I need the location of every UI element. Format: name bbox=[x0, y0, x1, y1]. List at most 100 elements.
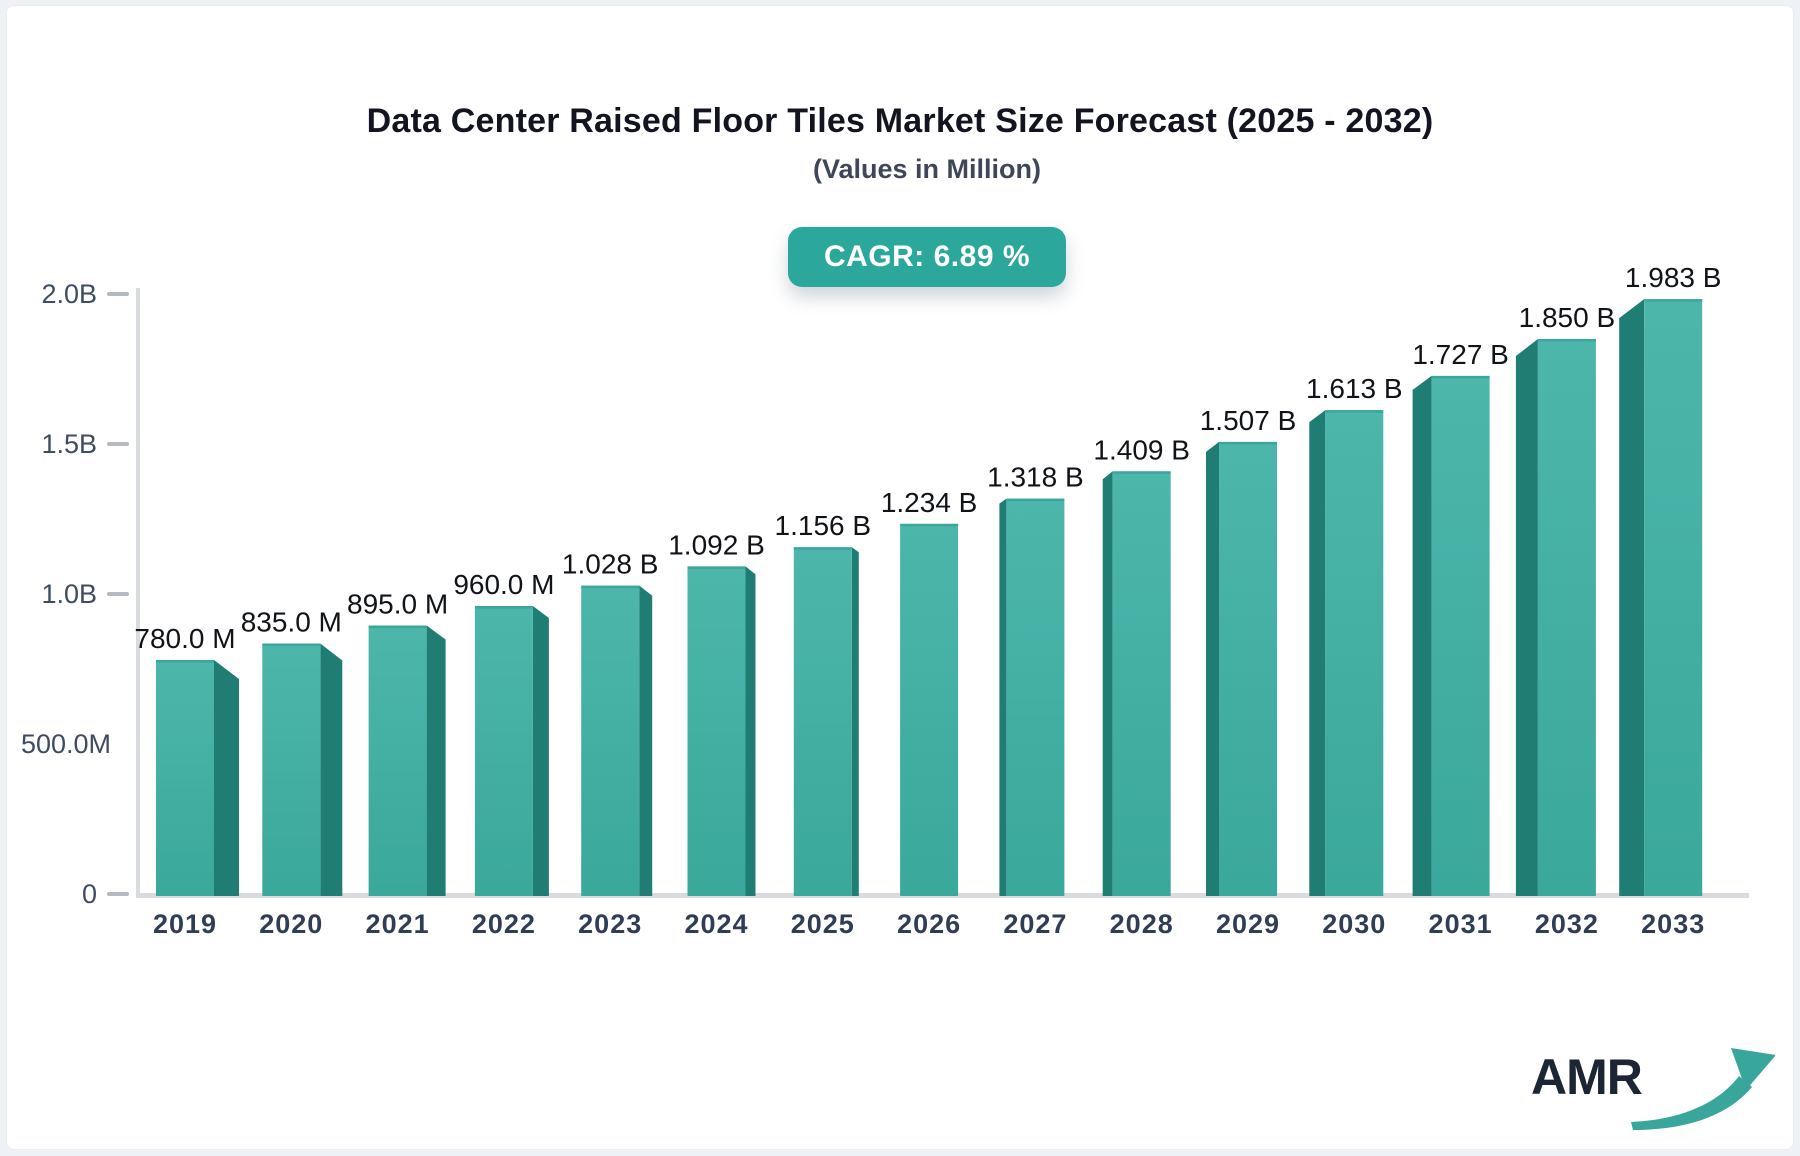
bar-chart: 0 500.0M 1.0B 1.5B 2.0B 780.0 M 2019 835.0 M 202… bbox=[7, 6, 1793, 1149]
bar-side-face bbox=[745, 566, 756, 896]
x-axis-label: 2029 bbox=[1216, 909, 1280, 939]
bar-2020[interactable] bbox=[262, 643, 343, 897]
bar-top-edge bbox=[156, 660, 214, 663]
chart-canvas: 0 500.0M 1.0B 1.5B 2.0B 780.0 M 2019 835.0 M 202… bbox=[21, 262, 1749, 939]
bar-2025[interactable] bbox=[793, 547, 859, 896]
bar-value-label: 1.234 B bbox=[881, 487, 978, 518]
bar-side-face bbox=[1515, 339, 1538, 896]
x-axis-label: 2026 bbox=[897, 909, 961, 939]
chart-card: Data Center Raised Floor Tiles Market Si… bbox=[6, 5, 1794, 1150]
bar-top-edge bbox=[793, 547, 852, 550]
x-axis-label: 2028 bbox=[1110, 909, 1174, 939]
bar-side-face bbox=[1102, 471, 1113, 896]
bar-front-face bbox=[262, 643, 321, 896]
bar-front-face bbox=[474, 606, 533, 896]
bar-2028[interactable] bbox=[1102, 471, 1171, 896]
x-axis-label: 2033 bbox=[1641, 909, 1705, 939]
bar-front-face bbox=[1537, 339, 1596, 896]
bar-value-label: 1.028 B bbox=[562, 549, 659, 580]
bar-front-face bbox=[793, 547, 852, 896]
cagr-badge: CAGR: 6.89 % bbox=[787, 227, 1067, 287]
x-axis-label: 2024 bbox=[684, 909, 748, 939]
bar-front-face bbox=[1006, 498, 1065, 896]
bar-front-face bbox=[156, 660, 214, 896]
bar-top-edge bbox=[581, 585, 640, 589]
bar-side-face bbox=[851, 547, 859, 896]
bar-value-label: 1.983 B bbox=[1625, 262, 1722, 293]
bar-front-face bbox=[900, 523, 959, 896]
y-axis-label: 2.0B bbox=[41, 279, 97, 309]
bar-side-face bbox=[1206, 441, 1219, 896]
bar-top-edge bbox=[1112, 471, 1171, 474]
bar-2023[interactable] bbox=[581, 585, 653, 896]
bar-front-face bbox=[581, 585, 640, 896]
bar-top-edge bbox=[1431, 375, 1490, 379]
bar-2027[interactable] bbox=[999, 498, 1065, 896]
bar-front-face bbox=[1112, 471, 1171, 896]
bar-top-edge bbox=[368, 625, 427, 628]
bar-2019[interactable] bbox=[156, 660, 239, 896]
bar-side-face bbox=[999, 498, 1007, 896]
x-axis-label: 2023 bbox=[578, 909, 642, 939]
y-tick-dash bbox=[107, 892, 129, 896]
bar-2031[interactable] bbox=[1412, 375, 1490, 896]
bar-value-label: 1.318 B bbox=[987, 462, 1084, 493]
bar-top-edge bbox=[262, 643, 321, 646]
bar-top-edge bbox=[474, 606, 533, 609]
y-axis-label: 500.0M bbox=[21, 729, 111, 759]
amr-logo: AMR bbox=[1531, 1040, 1775, 1140]
x-axis-label: 2032 bbox=[1535, 909, 1599, 939]
x-axis-label: 2021 bbox=[366, 909, 430, 939]
bar-value-label: 1.092 B bbox=[668, 529, 765, 560]
bar-side-face bbox=[426, 625, 446, 896]
chart-subtitle: (Values in Million) bbox=[812, 154, 1042, 184]
bar-2032[interactable] bbox=[1515, 339, 1596, 896]
y-tick-dash bbox=[107, 442, 129, 446]
bar-2030[interactable] bbox=[1309, 410, 1384, 896]
bar-value-label: 1.727 B bbox=[1412, 339, 1509, 370]
bar-front-face bbox=[368, 625, 427, 896]
bar-2021[interactable] bbox=[368, 625, 446, 897]
bar-top-edge bbox=[1219, 441, 1277, 445]
bar-front-face bbox=[687, 566, 746, 896]
x-axis-label: 2025 bbox=[791, 909, 855, 939]
y-axis-label: 1.5B bbox=[41, 429, 97, 459]
bar-front-face bbox=[1325, 410, 1384, 896]
x-axis-label: 2019 bbox=[153, 909, 217, 939]
bar-value-label: 960.0 M bbox=[453, 569, 554, 600]
bar-value-label: 1.613 B bbox=[1306, 373, 1403, 404]
bar-top-edge bbox=[1006, 498, 1065, 502]
x-axis-label: 2031 bbox=[1429, 909, 1493, 939]
bar-top-edge bbox=[900, 523, 959, 527]
bar-2029[interactable] bbox=[1206, 441, 1277, 896]
bar-side-face bbox=[1619, 299, 1645, 897]
chart-title: Data Center Raised Floor Tiles Market Si… bbox=[366, 102, 1434, 140]
bar-side-face bbox=[1412, 375, 1432, 896]
bar-side-face bbox=[320, 643, 343, 896]
bar-value-label: 835.0 M bbox=[241, 607, 342, 638]
y-tick-dash bbox=[107, 292, 129, 296]
x-axis-label: 2027 bbox=[1003, 909, 1067, 939]
bar-2026[interactable] bbox=[900, 523, 959, 896]
bar-value-label: 1.507 B bbox=[1200, 405, 1297, 436]
bar-2022[interactable] bbox=[474, 606, 549, 896]
amr-logo-text: AMR bbox=[1531, 1049, 1643, 1105]
y-tick-dash bbox=[107, 592, 129, 596]
bar-2033[interactable] bbox=[1619, 299, 1703, 897]
growth-arrow-icon bbox=[1631, 1048, 1775, 1130]
bar-2024[interactable] bbox=[687, 566, 756, 896]
bar-top-edge bbox=[1537, 339, 1596, 342]
bar-side-face bbox=[532, 606, 549, 896]
bar-value-label: 780.0 M bbox=[134, 623, 235, 654]
bar-front-face bbox=[1431, 375, 1490, 896]
x-axis-label: 2020 bbox=[259, 909, 323, 939]
bar-value-label: 1.156 B bbox=[775, 510, 872, 541]
bar-side-face bbox=[1309, 410, 1326, 896]
x-axis-label: 2030 bbox=[1322, 909, 1386, 939]
bar-top-edge bbox=[687, 566, 746, 569]
bar-value-label: 895.0 M bbox=[347, 589, 448, 620]
bar-top-edge bbox=[1325, 410, 1384, 413]
bar-side-face bbox=[214, 660, 239, 896]
y-axis-label: 0 bbox=[82, 879, 97, 909]
